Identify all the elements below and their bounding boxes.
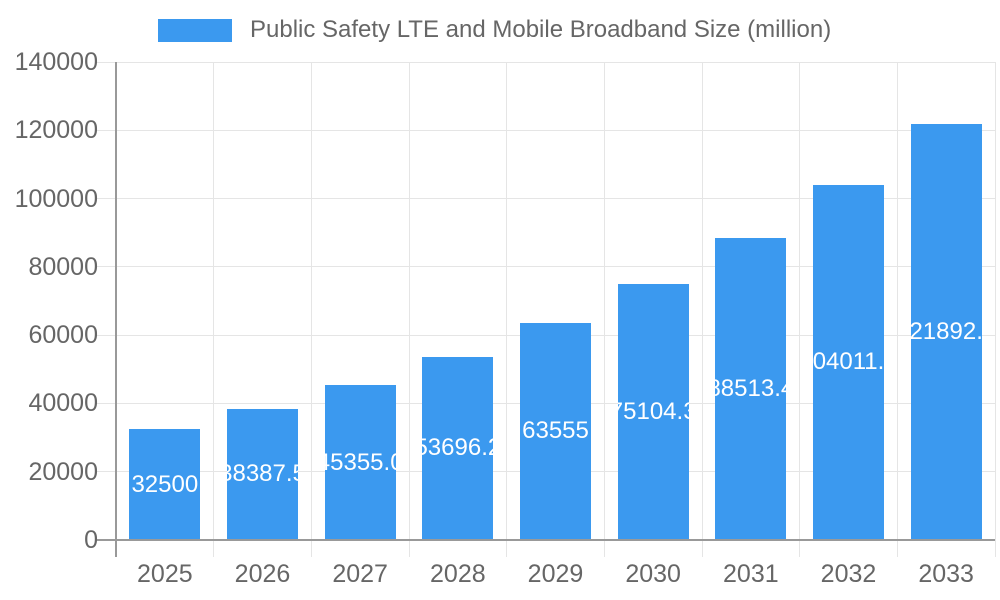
bar-value-label: 63555 bbox=[522, 417, 589, 445]
bar-2026[interactable]: 38387.5 bbox=[227, 408, 298, 540]
x-gridline bbox=[408, 62, 410, 557]
x-axis-tick-label: 2032 bbox=[820, 560, 877, 588]
bar-value-label: 32500 bbox=[131, 470, 199, 498]
x-axis-tick-label: 2028 bbox=[430, 560, 486, 588]
bar-value-label: 121892.5 bbox=[910, 317, 982, 345]
y-gridline bbox=[97, 266, 995, 268]
y-axis-line bbox=[115, 62, 117, 557]
x-gridline bbox=[799, 62, 801, 557]
x-axis-tick-label: 2033 bbox=[918, 560, 974, 588]
y-axis-tick-label: 100000 bbox=[14, 184, 98, 213]
x-gridline bbox=[603, 62, 605, 557]
y-axis-tick-label: 20000 bbox=[28, 457, 98, 486]
legend-swatch-icon bbox=[158, 18, 232, 42]
x-axis-tick-label: 2030 bbox=[625, 560, 681, 588]
bar-2031[interactable]: 88513.4 bbox=[715, 237, 787, 540]
bar-2027[interactable]: 45355.0 bbox=[324, 385, 396, 540]
y-axis-tick-label: 120000 bbox=[14, 116, 98, 145]
x-gridline bbox=[701, 62, 703, 557]
bar-value-label: 88513.4 bbox=[715, 374, 786, 402]
x-gridline bbox=[896, 62, 898, 557]
y-axis-tick-label: 40000 bbox=[28, 389, 98, 418]
bar-2030[interactable]: 75104.3 bbox=[617, 283, 689, 540]
bar-value-label: 38387.5 bbox=[227, 460, 298, 488]
y-gridline bbox=[97, 61, 995, 63]
bar-value-label: 53696.2 bbox=[422, 434, 493, 462]
bar-2025[interactable]: 32500 bbox=[129, 429, 201, 540]
y-axis-tick-label: 0 bbox=[84, 526, 98, 554]
x-axis-tick-label: 2026 bbox=[234, 560, 291, 588]
bar-2028[interactable]: 53696.2 bbox=[422, 356, 494, 540]
legend-label[interactable]: Public Safety LTE and Mobile Broadband S… bbox=[250, 16, 832, 43]
bar-value-label: 75104.3 bbox=[618, 397, 689, 425]
x-gridline bbox=[506, 62, 508, 557]
bar-2033[interactable]: 121892.5 bbox=[910, 123, 982, 540]
x-axis-tick-label: 2025 bbox=[137, 560, 193, 588]
x-axis-line bbox=[97, 539, 995, 541]
y-gridline bbox=[97, 129, 995, 131]
bar-value-label: 45355.0 bbox=[325, 448, 396, 476]
x-axis-tick-label: 2031 bbox=[723, 560, 779, 588]
y-axis-tick-label: 80000 bbox=[28, 252, 98, 281]
chart-legend[interactable]: Public Safety LTE and Mobile Broadband S… bbox=[158, 16, 831, 44]
x-axis-tick-label: 2027 bbox=[332, 560, 388, 588]
x-gridline bbox=[994, 62, 996, 557]
bar-2029[interactable]: 63555 bbox=[520, 323, 591, 540]
y-axis-tick-label: 60000 bbox=[28, 321, 98, 350]
x-gridline bbox=[310, 62, 312, 557]
y-gridline bbox=[97, 198, 995, 200]
y-axis-tick-label: 140000 bbox=[14, 48, 98, 76]
x-axis-tick-label: 2029 bbox=[527, 560, 584, 588]
x-gridline bbox=[213, 62, 215, 557]
